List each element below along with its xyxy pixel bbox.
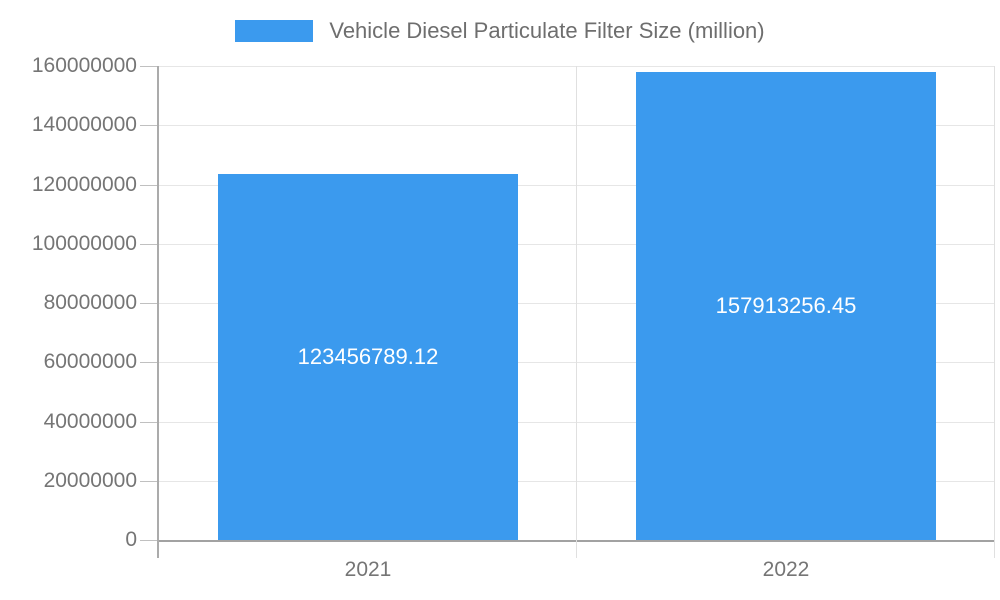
x-axis-label: 2022 (762, 558, 810, 581)
y-axis-label: 60000000 (43, 350, 137, 374)
y-axis-tick (140, 362, 157, 364)
x-axis-origin-tick (157, 540, 159, 558)
x-axis-label: 2021 (344, 558, 392, 581)
y-axis-label: 40000000 (43, 409, 137, 433)
y-axis-label: 80000000 (43, 291, 137, 314)
y-axis-label: 100000000 (31, 231, 137, 255)
legend-label: Vehicle Diesel Particulate Filter Size (… (329, 18, 765, 43)
y-axis-label: 20000000 (43, 468, 137, 492)
bar-value-label: 123456789.12 (297, 344, 439, 370)
h-gridline (159, 184, 995, 186)
y-axis-tick (140, 303, 157, 304)
bar-value-label: 157913256.45 (715, 293, 857, 319)
y-axis-label: 0 (125, 528, 137, 551)
y-axis-label: 140000000 (31, 113, 137, 137)
y-axis-tick (140, 66, 157, 67)
bar-2022 (636, 72, 936, 540)
y-axis-tick (140, 243, 157, 245)
v-gridline (994, 66, 995, 558)
legend-swatch-icon (235, 20, 314, 42)
h-gridline (159, 362, 995, 364)
bar-2021 (218, 174, 518, 540)
y-axis-tick (140, 480, 157, 482)
plot-area: 0 20000000 40000000 60000000 80000000 1000000… (32, 55, 995, 581)
h-gridline (159, 303, 995, 304)
h-gridline (159, 243, 995, 245)
y-axis-tick (140, 125, 157, 127)
y-axis-label: 120000000 (31, 172, 137, 196)
y-axis-tick (140, 421, 157, 423)
h-gridline (159, 125, 995, 127)
h-gridline (159, 421, 995, 423)
h-gridline (159, 66, 995, 67)
y-axis-tick (140, 184, 157, 186)
h-gridline (159, 480, 995, 482)
y-axis-tick (140, 540, 157, 541)
v-gridline (576, 66, 577, 558)
y-axis-label: 160000000 (31, 54, 137, 77)
chart-legend: Vehicle Diesel Particulate Filter Size (… (0, 19, 1000, 43)
